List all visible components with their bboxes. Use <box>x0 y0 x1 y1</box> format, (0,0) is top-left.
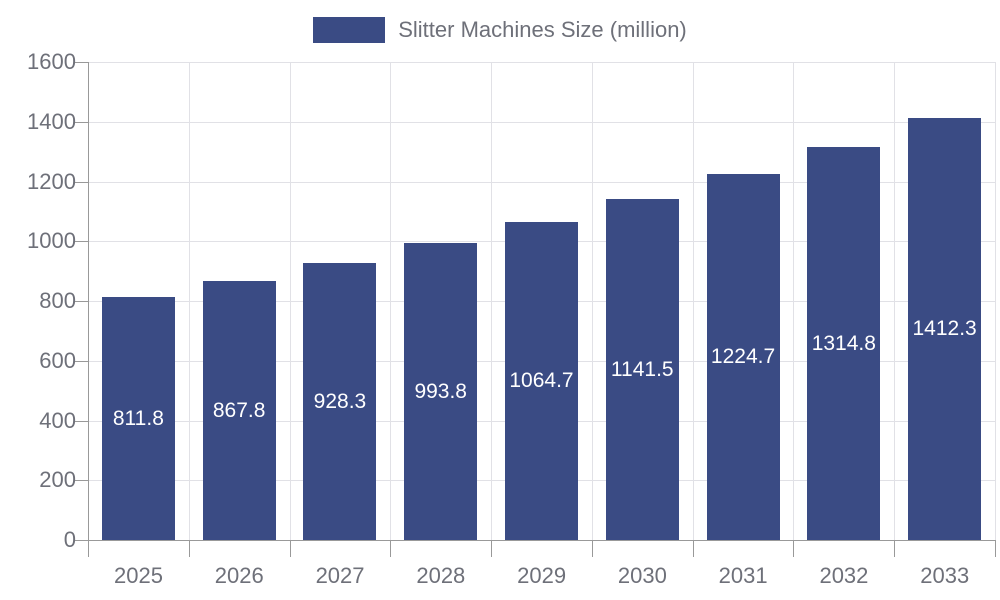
y-axis-label-600: 600 <box>39 347 76 373</box>
bar-value-2031: 1224.7 <box>710 345 776 368</box>
x-tick-0 <box>88 540 89 557</box>
legend-item[interactable]: Slitter Machines Size (million) <box>0 17 1000 43</box>
v-gridline-1 <box>189 62 190 540</box>
y-axis-label-1600: 1600 <box>27 49 76 74</box>
bar-value-2030: 1141.5 <box>610 357 674 381</box>
x-tick-6 <box>693 540 694 557</box>
y-tick-200 <box>75 480 88 482</box>
y-axis-label-200: 200 <box>39 467 76 493</box>
bar-value-2025: 811.8 <box>112 406 164 430</box>
bar-value-2027: 928.3 <box>313 389 367 413</box>
bar-2032: 1314.8 <box>807 147 881 540</box>
x-axis-label-2033: 2033 <box>920 563 970 588</box>
y-tick-1200 <box>75 181 88 183</box>
bar-2030: 1141.5 <box>605 199 679 540</box>
bar-value-2026: 867.8 <box>212 398 266 422</box>
y-axis-label-400: 400 <box>39 407 76 433</box>
legend-label: Slitter Machines Size (million) <box>398 17 687 42</box>
x-axis-label-2029: 2029 <box>517 563 567 588</box>
x-axis-label-2031: 2031 <box>718 563 768 588</box>
y-axis-label-1400: 1400 <box>27 108 76 134</box>
y-tick-400 <box>75 420 88 422</box>
y-tick-1400 <box>75 121 88 123</box>
x-axis-label-2028: 2028 <box>416 563 466 588</box>
x-tick-7 <box>793 540 794 557</box>
y-axis-label-1200: 1200 <box>27 168 76 194</box>
v-gridline-5 <box>592 62 593 540</box>
y-tick-800 <box>75 301 88 302</box>
x-tick-5 <box>592 540 593 557</box>
bar-value-2032: 1314.8 <box>811 331 876 355</box>
x-tick-2 <box>290 540 291 557</box>
v-gridline-2 <box>290 62 291 540</box>
y-tick-1000 <box>75 241 88 243</box>
y-tick-0 <box>75 540 88 541</box>
x-axis-label-2026: 2026 <box>214 563 264 588</box>
bar-2029: 1064.7 <box>505 222 578 540</box>
v-gridline-8 <box>894 62 895 540</box>
bar-2027: 928.3 <box>303 263 377 540</box>
x-tick-9 <box>995 540 996 557</box>
v-gridline-6 <box>693 62 694 540</box>
y-axis-label-800: 800 <box>39 288 76 313</box>
y-axis-label-0: 0 <box>63 527 76 552</box>
v-gridline-9 <box>995 62 996 540</box>
y-axis-line <box>88 62 89 540</box>
v-gridline-4 <box>491 62 492 540</box>
x-axis-label-2030: 2030 <box>617 563 667 588</box>
x-axis-label-2027: 2027 <box>315 563 365 588</box>
v-gridline-3 <box>390 62 391 540</box>
bar-value-2033: 1412.3 <box>912 317 977 340</box>
bar-value-2028: 993.8 <box>414 379 467 403</box>
bar-2033: 1412.3 <box>908 118 982 540</box>
x-tick-3 <box>390 540 391 557</box>
h-gridline-1600 <box>88 62 995 63</box>
x-axis-label-2032: 2032 <box>819 563 869 588</box>
plot-area: 811.8 867.8 928.3 993.8 1064.7 1141.5 1224.7 13… <box>88 62 996 540</box>
legend-swatch <box>313 17 386 43</box>
x-axis-label-2025: 2025 <box>114 563 163 588</box>
x-tick-4 <box>491 540 492 557</box>
y-tick-1600 <box>75 62 88 63</box>
bar-value-2029: 1064.7 <box>509 369 574 392</box>
y-axis-label-1000: 1000 <box>27 228 76 254</box>
h-gridline-1200 <box>88 181 995 183</box>
x-axis-line <box>88 540 996 541</box>
bar-2025: 811.8 <box>101 297 175 540</box>
y-tick-600 <box>75 360 88 362</box>
v-gridline-7 <box>793 62 794 540</box>
bar-2026: 867.8 <box>202 281 276 540</box>
bar-2031: 1224.7 <box>706 174 780 540</box>
h-gridline-1400 <box>88 121 995 123</box>
x-tick-8 <box>894 540 895 557</box>
x-tick-1 <box>189 540 190 557</box>
bar-2028: 993.8 <box>404 243 478 540</box>
